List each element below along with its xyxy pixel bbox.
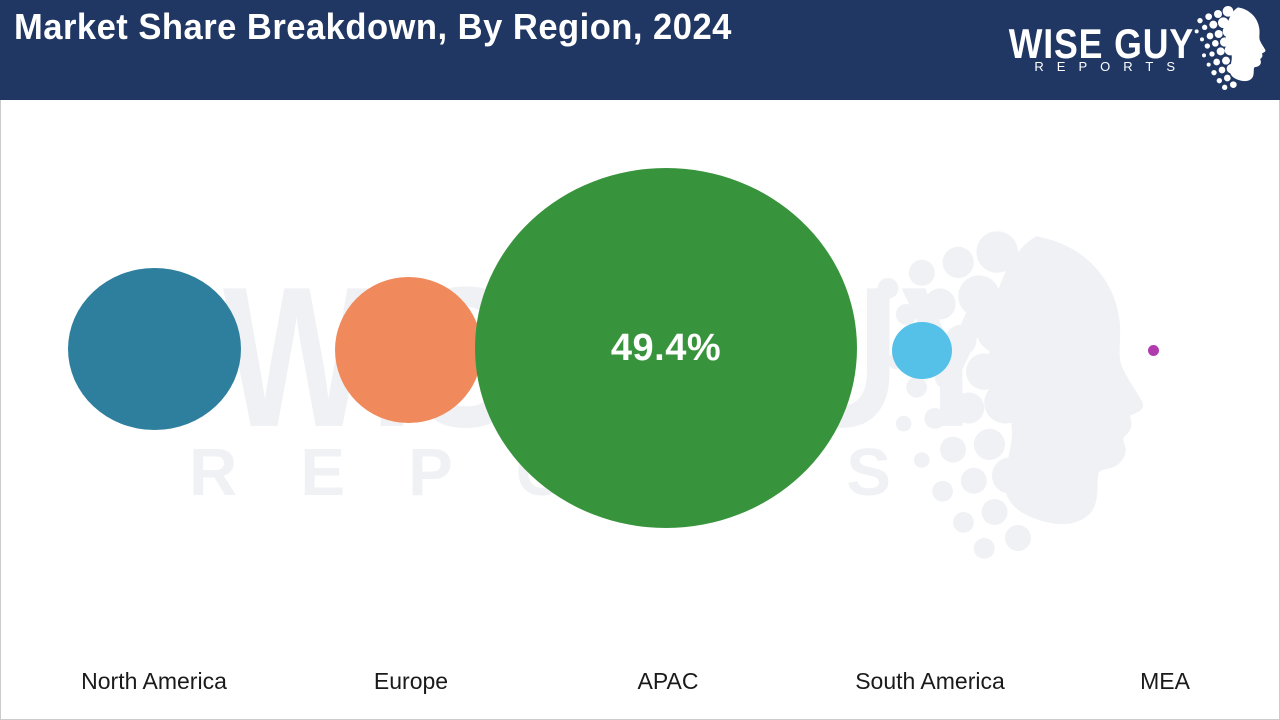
wiseguy-head-icon xyxy=(1190,4,1270,92)
bubble-europe xyxy=(334,277,482,423)
category-label-mea: MEA xyxy=(1140,668,1190,694)
category-label-europe: Europe xyxy=(373,668,449,694)
bubble-layer: 49.4% xyxy=(1,100,1279,719)
logo-wordmark: WISE GUY xyxy=(1008,20,1194,67)
bubble-south-america xyxy=(892,321,952,379)
bubble-mea xyxy=(1147,344,1159,356)
category-label-apac: APAC xyxy=(637,668,699,694)
category-axis: North America Europe APAC South America MEA xyxy=(1,668,1279,700)
header-bar: Market Share Breakdown, By Region, 2024 … xyxy=(0,0,1280,100)
page-title: Market Share Breakdown, By Region, 2024 xyxy=(14,6,732,47)
bubble-north-america xyxy=(67,268,241,430)
bubble-chart: WISE GUY REPORTS 49.4% North AmericaEuro… xyxy=(0,100,1280,720)
category-label-south-america: South America xyxy=(855,668,1005,694)
logo-subtext: REPORTS xyxy=(1034,59,1188,74)
category-label-north-america: North America xyxy=(81,668,227,694)
bubble-apac: 49.4% xyxy=(475,168,857,528)
brand-logo: WISE GUY REPORTS xyxy=(1006,0,1266,100)
bubble-value-label: 49.4% xyxy=(610,326,722,369)
